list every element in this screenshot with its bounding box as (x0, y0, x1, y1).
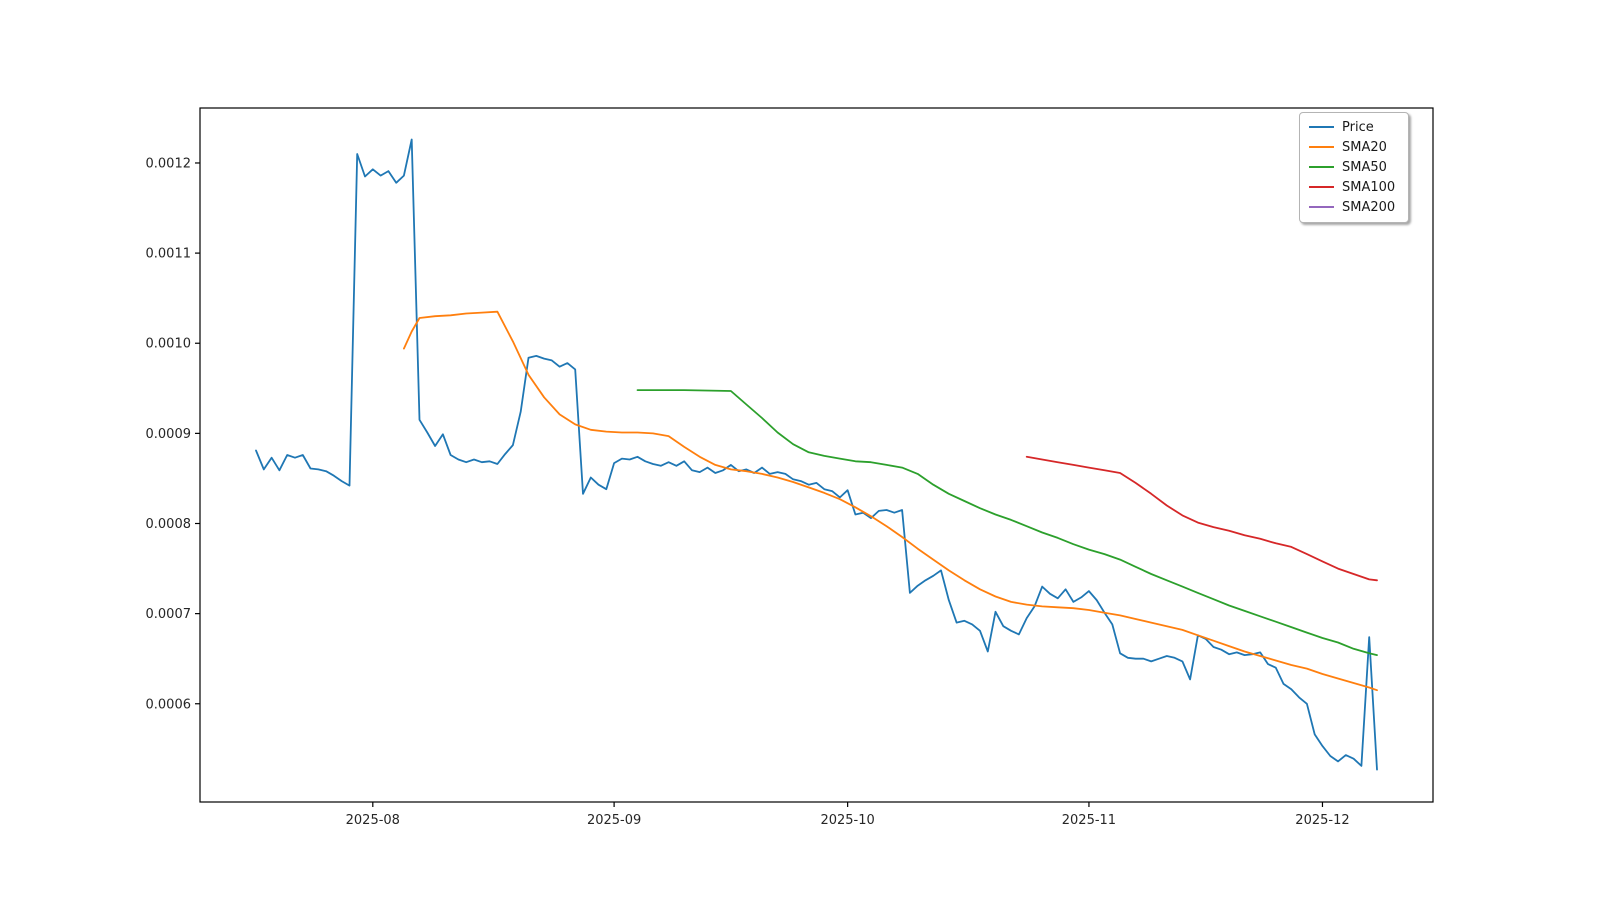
plot-frame (199, 107, 1434, 803)
legend-label-sma20: SMA20 (1342, 139, 1387, 155)
legend-swatch-sma200 (1309, 206, 1334, 208)
y-tick-label: 0.0011 (146, 247, 192, 262)
legend-label-sma200: SMA200 (1342, 199, 1396, 215)
y-tick-label: 0.0007 (146, 607, 192, 622)
legend-item-sma100[interactable]: SMA100 (1309, 179, 1399, 195)
x-tick-label: 2025-11 (1062, 813, 1116, 828)
x-tick-label: 2025-12 (1295, 813, 1349, 828)
legend-swatch-sma100 (1309, 186, 1334, 188)
x-tick-label: 2025-10 (820, 813, 874, 828)
x-tick-label: 2025-09 (587, 813, 641, 828)
legend-label-sma50: SMA50 (1342, 159, 1387, 175)
y-tick-label: 0.0008 (146, 517, 192, 532)
y-tick-label: 0.0012 (146, 156, 192, 171)
legend-swatch-price (1309, 126, 1334, 128)
legend-label-price: Price (1342, 119, 1374, 135)
legend-item-sma20[interactable]: SMA20 (1309, 139, 1399, 155)
legend-item-sma50[interactable]: SMA50 (1309, 159, 1399, 175)
y-tick-label: 0.0010 (146, 337, 192, 352)
y-tick-label: 0.0006 (146, 697, 192, 712)
legend-item-sma200[interactable]: SMA200 (1309, 199, 1399, 215)
legend-swatch-sma50 (1309, 166, 1334, 168)
series-line-sma50 (636, 389, 1378, 656)
legend-item-price[interactable]: Price (1309, 119, 1399, 135)
legend-swatch-sma20 (1309, 146, 1334, 148)
x-tick-label: 2025-08 (346, 813, 400, 828)
series-line-sma100 (1025, 455, 1378, 582)
y-tick-label: 0.0009 (146, 427, 192, 442)
series-line-price (255, 138, 1378, 771)
legend[interactable]: Price SMA20 SMA50 SMA100 SMA200 (1299, 112, 1409, 223)
legend-label-sma100: SMA100 (1342, 179, 1396, 195)
series-line-sma20 (402, 310, 1378, 692)
